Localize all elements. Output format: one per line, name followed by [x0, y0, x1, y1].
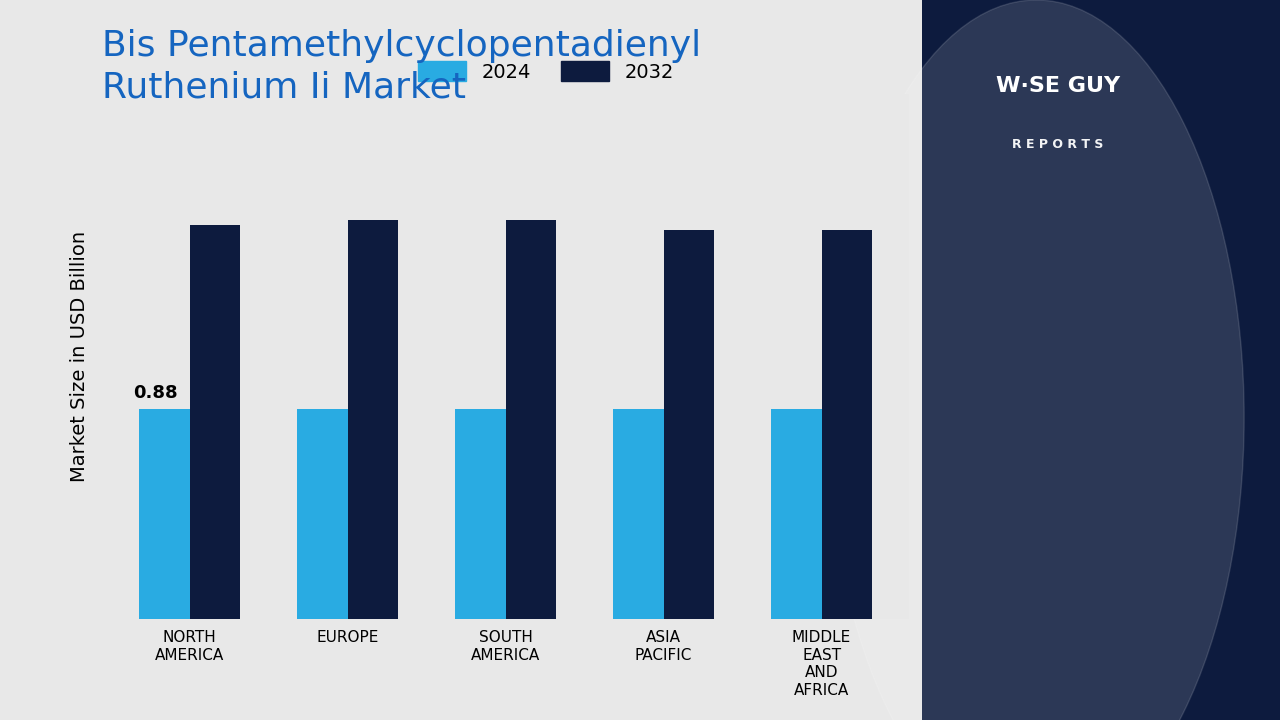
Bar: [456, 409, 506, 619]
Text: R E P O R T S: R E P O R T S: [1012, 138, 1103, 150]
Bar: [506, 220, 556, 619]
Bar: [822, 230, 872, 619]
Legend: 2024, 2032: 2024, 2032: [417, 61, 675, 82]
Circle shape: [828, 0, 1244, 720]
Text: W·SE GUY: W·SE GUY: [996, 76, 1120, 96]
Bar: [297, 409, 348, 619]
Bar: [348, 220, 398, 619]
Bar: [771, 409, 822, 619]
Bar: [613, 409, 663, 619]
Y-axis label: Market Size in USD Billion: Market Size in USD Billion: [69, 231, 88, 482]
Bar: [140, 409, 189, 619]
Text: 0.88: 0.88: [133, 384, 178, 402]
Bar: [663, 230, 714, 619]
Bar: [189, 225, 241, 619]
Text: Bis Pentamethylcyclopentadienyl
Ruthenium Ii Market: Bis Pentamethylcyclopentadienyl Rutheniu…: [102, 29, 701, 105]
